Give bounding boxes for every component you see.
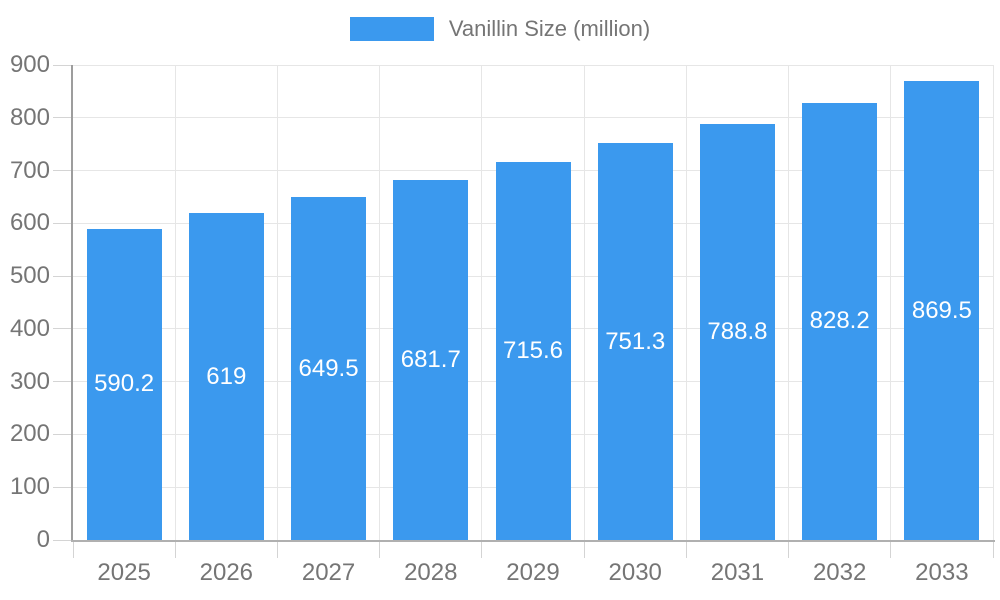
gridline-x — [379, 65, 381, 540]
gridline-x — [583, 65, 585, 540]
gridline-x — [788, 65, 790, 540]
gridline-x — [685, 65, 687, 540]
legend-swatch — [349, 17, 434, 41]
x-axis-line — [71, 540, 995, 542]
x-axis-tick — [788, 542, 790, 558]
y-axis-label: 900 — [9, 51, 50, 78]
gridline-x — [174, 65, 176, 540]
y-axis-label: 100 — [9, 473, 50, 501]
x-axis-tick — [174, 542, 176, 558]
y-axis-tick — [53, 275, 71, 277]
legend[interactable]: Vanillin Size (million) — [0, 16, 1000, 42]
gridline-x — [276, 65, 278, 540]
x-axis-label: 2026 — [199, 559, 254, 586]
x-axis-label: 2033 — [915, 559, 969, 586]
x-axis-tick — [481, 542, 483, 558]
bar-value-label: 590.2 — [94, 370, 155, 398]
x-axis-label: 2031 — [710, 559, 765, 586]
plot-area: 590.2 619 649.5 681.7 715.6 751.3 788.8 828.2 86… — [10, 53, 995, 586]
x-axis-label: 2025 — [97, 559, 151, 586]
bar[interactable]: 715.6 — [495, 162, 571, 540]
x-axis-tick — [276, 542, 278, 558]
bar[interactable]: 788.8 — [699, 123, 775, 540]
y-axis-label: 800 — [9, 103, 50, 131]
bar[interactable]: 869.5 — [904, 81, 980, 540]
y-axis-tick — [53, 222, 71, 224]
y-axis-tick — [53, 539, 71, 541]
legend-label: Vanillin Size (million) — [448, 16, 651, 41]
x-axis-label: 2029 — [506, 559, 560, 586]
y-axis-tick — [53, 381, 71, 383]
bar-value-label: 649.5 — [298, 354, 359, 382]
bar[interactable]: 751.3 — [597, 143, 673, 540]
x-axis-label: 2028 — [404, 559, 458, 586]
x-axis-tick — [379, 542, 381, 558]
y-axis-line — [71, 65, 73, 542]
bar-value-label: 681.7 — [400, 346, 461, 374]
bar[interactable]: 619 — [188, 213, 264, 540]
x-axis-label: 2030 — [608, 559, 662, 586]
y-axis-tick — [53, 328, 71, 330]
bar-value-label: 869.5 — [911, 296, 972, 324]
gridline-x — [890, 65, 892, 540]
x-axis-label: 2027 — [301, 559, 356, 586]
bar[interactable]: 590.2 — [86, 228, 162, 540]
x-axis-tick — [72, 542, 74, 558]
y-axis-label: 300 — [9, 367, 50, 395]
y-axis-tick — [53, 117, 71, 119]
y-axis-tick — [53, 64, 71, 66]
x-axis-tick — [890, 542, 892, 558]
y-axis-label: 0 — [36, 526, 50, 553]
y-axis-label: 400 — [9, 314, 50, 342]
y-axis-label: 200 — [9, 420, 50, 448]
bar-value-label: 619 — [206, 362, 247, 390]
y-axis-label: 500 — [9, 262, 50, 290]
y-axis-tick — [53, 486, 71, 488]
y-axis-label: 700 — [9, 156, 50, 184]
bar-value-label: 828.2 — [809, 307, 870, 335]
x-axis-tick — [992, 542, 994, 558]
y-axis-tick — [53, 433, 71, 435]
bar-value-label: 715.6 — [502, 337, 564, 365]
gridline-x — [481, 65, 483, 540]
y-axis-label: 600 — [9, 209, 50, 237]
y-axis-tick — [53, 170, 71, 172]
x-axis-tick — [583, 542, 585, 558]
x-axis-label: 2032 — [812, 559, 867, 586]
gridline-y — [73, 64, 993, 66]
gridline-y — [73, 117, 993, 119]
bar-value-label: 788.8 — [707, 317, 768, 345]
bar[interactable]: 828.2 — [802, 102, 878, 540]
bar-value-label: 751.3 — [605, 327, 666, 355]
bar[interactable]: 649.5 — [291, 197, 367, 540]
gridline-x — [992, 65, 994, 540]
bar[interactable]: 681.7 — [393, 180, 469, 540]
x-axis-tick — [685, 542, 687, 558]
